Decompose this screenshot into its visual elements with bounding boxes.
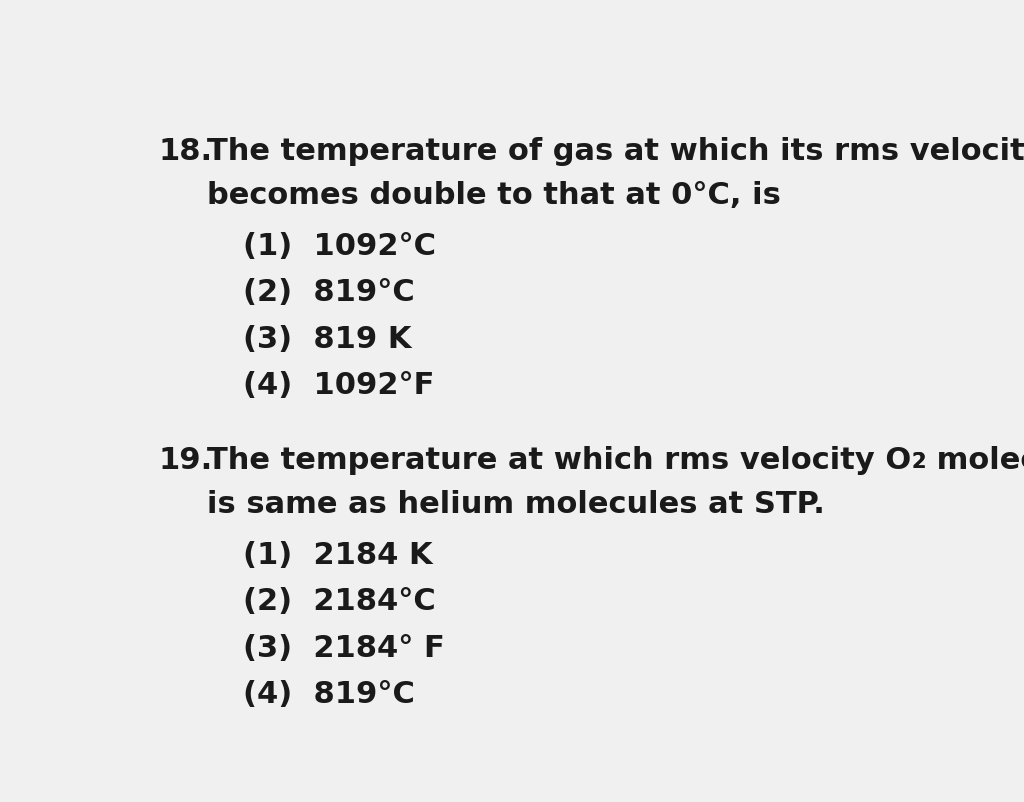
Text: (2)  2184°C: (2) 2184°C: [243, 586, 436, 615]
Text: 19.: 19.: [158, 445, 212, 474]
Text: becomes double to that at 0°C, is: becomes double to that at 0°C, is: [207, 180, 781, 210]
Text: (1)  1092°C: (1) 1092°C: [243, 232, 436, 261]
Text: (4)  819°C: (4) 819°C: [243, 679, 415, 708]
Text: The temperature of gas at which its rms velocity: The temperature of gas at which its rms …: [207, 136, 1024, 165]
Text: (3)  2184° F: (3) 2184° F: [243, 633, 444, 662]
Text: 2: 2: [911, 452, 926, 472]
Text: (1)  2184 K: (1) 2184 K: [243, 541, 433, 569]
Text: is same as helium molecules at STP.: is same as helium molecules at STP.: [207, 489, 825, 519]
Text: The temperature at which rms velocity O: The temperature at which rms velocity O: [207, 445, 911, 474]
Text: molecule: molecule: [926, 445, 1024, 474]
Text: (2)  819°C: (2) 819°C: [243, 277, 415, 306]
Text: 18.: 18.: [158, 136, 212, 165]
Text: 2: 2: [911, 452, 926, 472]
Text: (4)  1092°F: (4) 1092°F: [243, 371, 434, 399]
Text: (3)  819 K: (3) 819 K: [243, 324, 412, 353]
